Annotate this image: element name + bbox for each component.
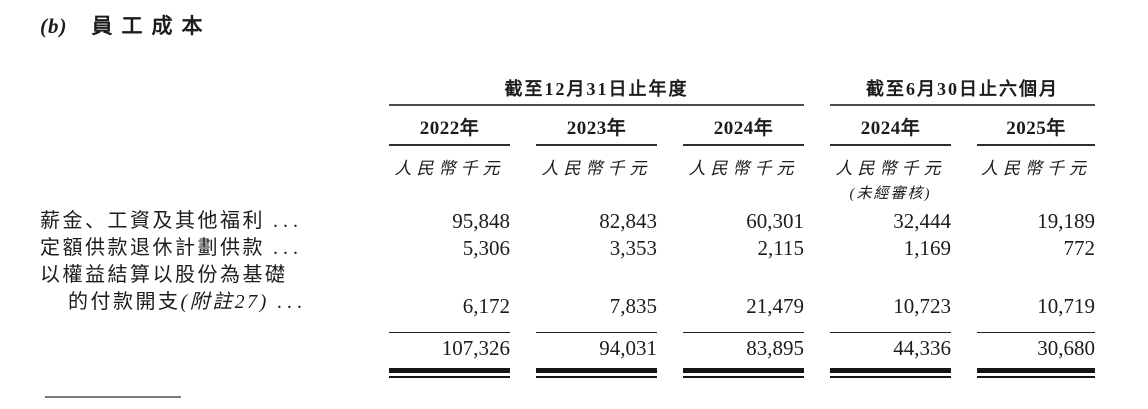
section-title-text: 員工成本 (91, 14, 212, 38)
value-cell: 1,169 (903, 236, 951, 260)
value-cell: 7,835 (609, 294, 657, 318)
row-label: 以權益結算以股份為基礎 的付款開支(附註27)... (40, 262, 363, 320)
table-row-retirement-plan: 定額供款退休計劃供款... 5,306 3,353 2,115 1,169 77… (40, 235, 1121, 262)
table-row-total: 107,326 94,031 83,895 44,336 30,680 (40, 320, 1121, 362)
year-header-row: 2022年 2023年 2024年 2024年 2025年 (40, 106, 1121, 146)
value-cell: 772 (1063, 236, 1096, 260)
column-group-row: 截至12月31日止年度 截至6月30日止六個月 (40, 75, 1121, 106)
footnote-separator-rule (45, 396, 181, 398)
employee-costs-table: 截至12月31日止年度 截至6月30日止六個月 2022年 2023年 2024… (40, 75, 1121, 384)
year-header: 2024年 (683, 106, 804, 146)
year-header: 2024年 (830, 106, 951, 146)
unit-label: 人民幣千元 (688, 159, 799, 178)
value-cell: 19,189 (1037, 209, 1095, 233)
value-cell: 82,843 (599, 209, 657, 233)
row-label-line1: 以權益結算以股份為基礎 (40, 264, 288, 286)
value-cell: 21,479 (746, 294, 804, 318)
value-cell: 5,306 (462, 236, 510, 260)
unaudited-note: (未經審核) (849, 186, 932, 202)
table-row-salaries: 薪金、工資及其他福利... 95,848 82,843 60,301 32,44… (40, 208, 1121, 235)
unit-cell: 人民幣千元 (683, 146, 804, 208)
section-marker: (b) (40, 14, 68, 38)
row-label: 定額供款退休計劃供款... (40, 237, 303, 259)
total-value-cell: 44,336 (830, 332, 951, 362)
total-value-cell: 107,326 (389, 332, 510, 362)
double-rule (830, 362, 951, 384)
value-cell: 60,301 (746, 209, 804, 233)
unit-label: 人民幣千元 (541, 159, 652, 178)
total-value-cell: 30,680 (977, 332, 1095, 362)
dot-leader: ... (273, 210, 303, 232)
unit-cell: 人民幣千元 (未經審核) (830, 146, 951, 208)
value-cell: 10,723 (893, 294, 951, 318)
row-label-line2: 的付款開支(附註27)... (68, 291, 307, 313)
column-group-six-months: 截至6月30日止六個月 (830, 75, 1095, 106)
double-rule (977, 362, 1095, 384)
note-reference: (附註27) (180, 291, 269, 313)
table-row-share-based-payment: 以權益結算以股份為基礎 的付款開支(附註27)... 6,172 7,835 2… (40, 262, 1121, 320)
year-header: 2025年 (977, 106, 1095, 146)
value-cell: 2,115 (757, 236, 804, 260)
unit-label: 人民幣千元 (981, 159, 1091, 178)
unit-label: 人民幣千元 (835, 159, 946, 178)
double-rule (536, 362, 657, 384)
double-rule (683, 362, 804, 384)
value-cell: 3,353 (609, 236, 657, 260)
value-cell: 6,172 (462, 294, 510, 318)
year-header: 2022年 (389, 106, 510, 146)
double-rule (389, 362, 510, 384)
year-header: 2023年 (536, 106, 657, 146)
total-value-cell: 94,031 (536, 332, 657, 362)
value-cell: 32,444 (893, 209, 951, 233)
closing-rule-row (40, 362, 1121, 384)
section-title: (b) 員工成本 (40, 10, 212, 40)
unit-cell: 人民幣千元 (389, 146, 510, 208)
unit-cell: 人民幣千元 (977, 146, 1095, 208)
dot-leader: ... (273, 237, 303, 259)
total-value-cell: 83,895 (683, 332, 804, 362)
value-cell: 95,848 (452, 209, 510, 233)
unit-row: 人民幣千元 人民幣千元 人民幣千元 人民幣千元 (未經審核) 人民幣千元 (40, 146, 1121, 208)
unit-label: 人民幣千元 (394, 159, 505, 178)
row-label: 薪金、工資及其他福利... (40, 210, 303, 232)
dot-leader: ... (276, 291, 307, 313)
column-group-year-ended: 截至12月31日止年度 (389, 75, 804, 106)
unit-cell: 人民幣千元 (536, 146, 657, 208)
value-cell: 10,719 (1037, 294, 1095, 318)
